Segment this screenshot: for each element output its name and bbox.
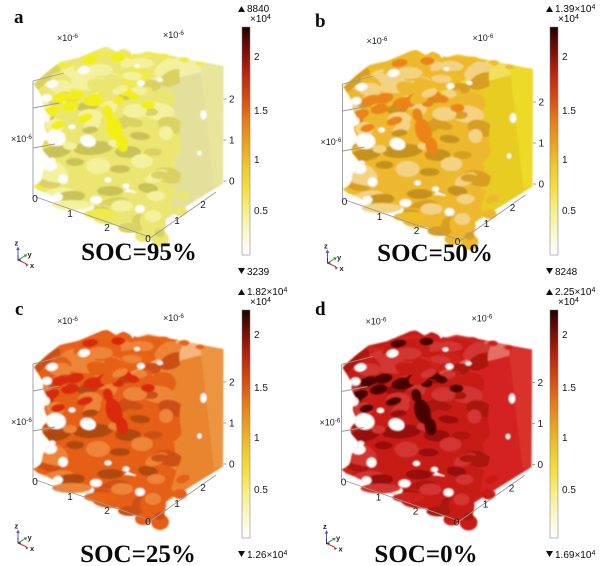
svg-text:1.39×104: 1.39×104 [555, 4, 595, 15]
svg-text:z: z [15, 239, 19, 248]
svg-text:2: 2 [200, 483, 206, 494]
svg-text:1.82×104: 1.82×104 [247, 287, 287, 298]
svg-text:2: 2 [562, 52, 568, 63]
svg-text:8840: 8840 [247, 4, 270, 15]
svg-text:SOC=50%: SOC=50% [377, 240, 493, 267]
svg-text:z: z [15, 522, 19, 531]
svg-text:×10-6: ×10-6 [472, 314, 493, 324]
svg-text:0: 0 [454, 518, 460, 529]
svg-text:×10-6: ×10-6 [321, 137, 342, 147]
svg-text:y: y [28, 250, 33, 259]
svg-text:×104: ×104 [558, 14, 579, 25]
svg-text:2: 2 [229, 378, 235, 389]
svg-text:1.5: 1.5 [254, 383, 268, 394]
svg-text:1: 1 [67, 492, 73, 503]
svg-text:x: x [340, 264, 345, 273]
svg-text:0: 0 [229, 460, 235, 471]
svg-text:1: 1 [562, 155, 568, 166]
svg-text:SOC=0%: SOC=0% [374, 541, 477, 566]
svg-text:1: 1 [229, 419, 235, 430]
svg-text:1: 1 [376, 493, 382, 504]
svg-text:0: 0 [341, 478, 347, 489]
svg-text:8248: 8248 [555, 267, 578, 278]
svg-text:2: 2 [229, 95, 235, 106]
svg-text:d: d [315, 299, 326, 320]
svg-text:1: 1 [484, 219, 490, 230]
svg-text:0: 0 [229, 177, 235, 188]
svg-text:0: 0 [538, 460, 544, 471]
svg-text:3239: 3239 [247, 267, 270, 278]
svg-text:1.5: 1.5 [254, 106, 268, 117]
svg-text:SOC=25%: SOC=25% [80, 541, 196, 566]
svg-text:2: 2 [509, 484, 515, 495]
svg-text:0: 0 [145, 517, 151, 528]
svg-text:2: 2 [510, 203, 516, 214]
svg-text:a: a [14, 7, 24, 28]
svg-text:1.5: 1.5 [562, 106, 576, 117]
svg-text:×104: ×104 [558, 297, 579, 308]
svg-text:2: 2 [562, 330, 568, 341]
svg-text:×10-6: ×10-6 [320, 418, 341, 428]
svg-text:1: 1 [538, 419, 544, 430]
svg-text:1: 1 [174, 499, 180, 510]
svg-text:y: y [28, 533, 33, 542]
svg-text:1: 1 [483, 500, 489, 511]
svg-text:2: 2 [104, 506, 110, 517]
svg-text:2.25×104: 2.25×104 [555, 287, 595, 298]
svg-text:SOC=95%: SOC=95% [81, 239, 197, 266]
svg-text:×10-6: ×10-6 [57, 33, 78, 43]
svg-text:1: 1 [254, 155, 260, 166]
svg-text:0: 0 [32, 477, 38, 488]
svg-text:c: c [15, 299, 23, 320]
svg-text:1: 1 [229, 136, 235, 147]
svg-text:z: z [323, 522, 327, 531]
svg-text:0: 0 [539, 180, 545, 191]
svg-text:×104: ×104 [250, 14, 271, 25]
svg-text:0: 0 [145, 234, 151, 245]
svg-text:0.5: 0.5 [254, 485, 268, 496]
svg-text:1.5: 1.5 [562, 383, 576, 394]
svg-text:2: 2 [414, 226, 420, 237]
svg-text:0: 0 [342, 197, 348, 208]
svg-text:1.26×104: 1.26×104 [247, 550, 287, 561]
svg-text:1: 1 [377, 212, 383, 223]
svg-text:×10-6: ×10-6 [11, 134, 32, 144]
svg-text:×10-6: ×10-6 [57, 316, 78, 326]
svg-text:0.5: 0.5 [254, 206, 268, 217]
svg-text:0.5: 0.5 [562, 485, 576, 496]
svg-text:2: 2 [538, 378, 544, 389]
svg-text:0: 0 [32, 194, 38, 205]
svg-text:1: 1 [254, 433, 260, 444]
svg-text:0: 0 [455, 237, 461, 248]
svg-text:2: 2 [200, 200, 206, 211]
svg-text:1: 1 [539, 139, 545, 150]
svg-text:0.5: 0.5 [562, 206, 576, 217]
svg-text:×10-6: ×10-6 [163, 30, 184, 40]
svg-text:x: x [339, 545, 344, 554]
svg-text:z: z [324, 242, 328, 251]
svg-text:x: x [30, 544, 35, 553]
svg-text:b: b [315, 11, 326, 32]
svg-text:×10-6: ×10-6 [11, 417, 32, 427]
svg-text:2: 2 [413, 507, 419, 518]
svg-text:y: y [337, 253, 342, 262]
svg-text:1: 1 [174, 216, 180, 227]
svg-text:2: 2 [539, 98, 545, 109]
svg-text:2: 2 [104, 223, 110, 234]
svg-text:×10-6: ×10-6 [367, 36, 388, 46]
svg-text:×10-6: ×10-6 [163, 313, 184, 323]
svg-text:×10-6: ×10-6 [473, 33, 494, 43]
svg-text:×104: ×104 [250, 297, 271, 308]
svg-text:2: 2 [254, 330, 260, 341]
svg-text:x: x [30, 261, 35, 270]
svg-text:1: 1 [562, 433, 568, 444]
svg-text:×10-6: ×10-6 [366, 317, 387, 327]
svg-text:y: y [336, 534, 341, 543]
svg-text:1: 1 [67, 209, 73, 220]
svg-text:2: 2 [254, 52, 260, 63]
svg-text:1.69×104: 1.69×104 [555, 550, 595, 561]
